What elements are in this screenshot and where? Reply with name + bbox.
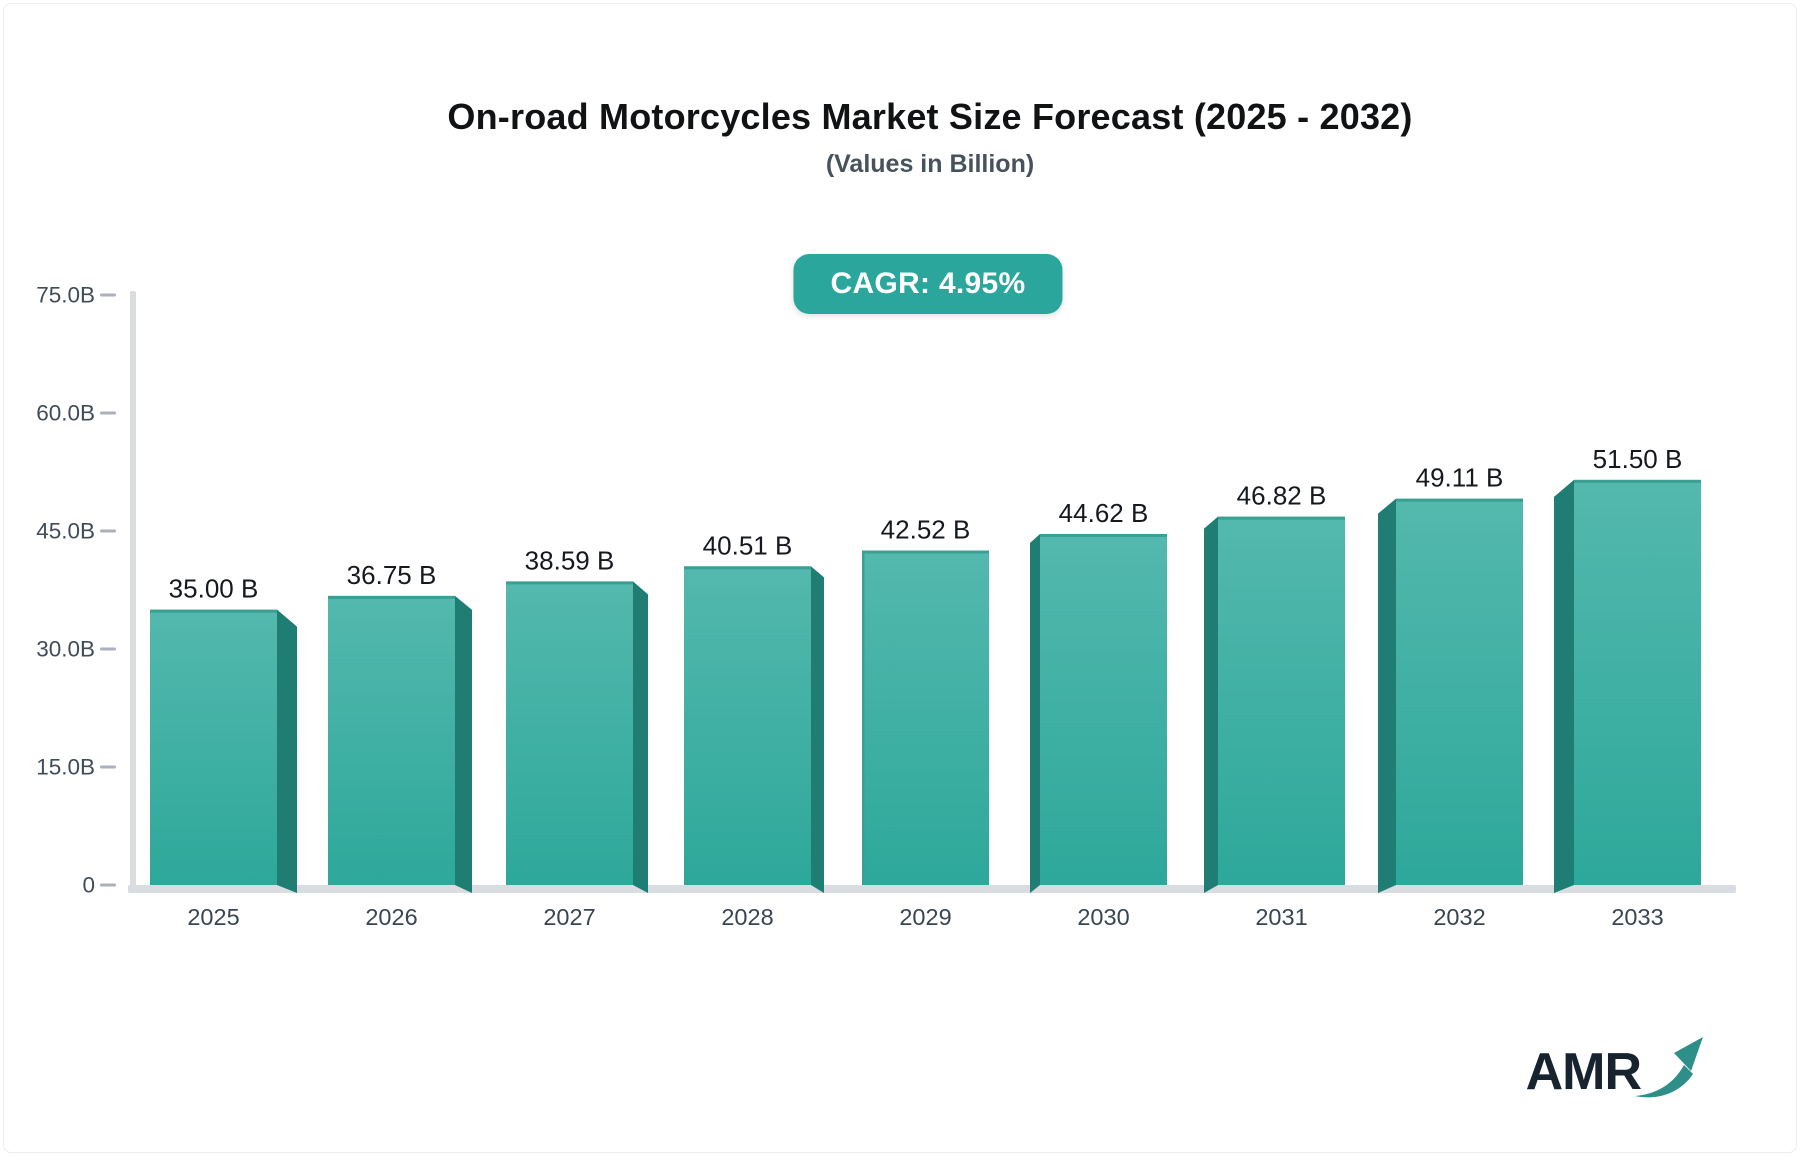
bar-2032-value-label: 49.11 B [1416,463,1504,493]
bar-2032-face [1396,498,1523,885]
bar-2029-face [862,550,989,885]
chart-subtitle: (Values in Billion) [825,150,1035,178]
x-tick-label-2028: 2028 [721,904,773,930]
bar-2026-face [328,595,455,885]
bar-2027-face [506,581,633,885]
x-tick-label-2030: 2030 [1077,904,1129,930]
bar-2031-top-edge [1218,516,1345,520]
bar-2029-value-label: 42.52 B [881,515,971,545]
y-tick-label-30.0B: 30.0B [36,637,95,662]
bar-2025-top-edge [150,609,277,613]
y-tick-label-75.0B: 75.0B [36,283,95,308]
bar-2033-side [1554,479,1574,893]
bar-2027-value-label: 38.59 B [525,545,615,575]
bar-2026-top-edge [328,595,455,599]
y-tick-label-60.0B: 60.0B [36,401,95,426]
bar-2025-side [277,609,297,893]
y-tick-label-0: 0 [82,873,95,898]
y-tick-label-15.0B: 15.0B [36,755,95,780]
bar-2031-value-label: 46.82 B [1237,481,1327,511]
bar-2033-value-label: 51.50 B [1593,444,1683,474]
x-axis-baseline [128,885,1736,893]
bar-2030-face [1040,533,1167,885]
bar-2025-face [150,609,277,885]
bar-2026-value-label: 36.75 B [347,560,437,590]
bar-2027-top-edge [506,581,633,585]
cagr-badge: CAGR: 4.95% [793,254,1063,314]
y-tick-label-45.0B: 45.0B [36,519,95,544]
x-tick-label-2025: 2025 [187,904,239,930]
y-axis-line [130,291,136,889]
bar-2033-face [1574,479,1701,885]
y-tick-dash [100,883,116,887]
bar-2031-side [1204,516,1218,893]
y-tick-dash [100,765,116,769]
bar-2031-face [1218,516,1345,885]
bar-2028-top-edge [684,566,811,570]
y-tick-dash [100,411,116,415]
x-tick-label-2026: 2026 [365,904,417,930]
x-tick-label-2027: 2027 [543,904,595,930]
bar-2026-side [455,595,472,893]
y-tick-dash [100,529,116,533]
chart-title: On-road Motorcycles Market Size Forecast… [447,96,1413,137]
bar-2028-face [684,566,811,885]
x-tick-label-2032: 2032 [1433,904,1485,930]
bar-2028-value-label: 40.51 B [703,530,793,560]
x-tick-label-2033: 2033 [1611,904,1663,930]
x-tick-label-2031: 2031 [1255,904,1307,930]
bar-2029-left-edge [862,550,865,885]
bar-2032-side [1378,498,1396,893]
bar-2027-side [633,581,648,893]
x-tick-label-2029: 2029 [899,904,951,930]
bar-2025-value-label: 35.00 B [169,574,259,604]
growth-arrow-icon [1635,1037,1703,1098]
bar-2030-top-edge [1040,533,1167,537]
bar-2028-side [811,566,824,893]
bar-2030-side [1030,533,1040,893]
amr-logo: AMR [1525,1037,1705,1104]
amr-logo-text: AMR [1525,1043,1642,1101]
bar-2029-top-edge [862,550,989,554]
y-tick-dash [100,647,116,651]
bar-2032-top-edge [1396,498,1523,502]
y-tick-dash [100,293,116,297]
bar-2030-value-label: 44.62 B [1059,498,1149,528]
bar-2033-top-edge [1574,479,1701,483]
